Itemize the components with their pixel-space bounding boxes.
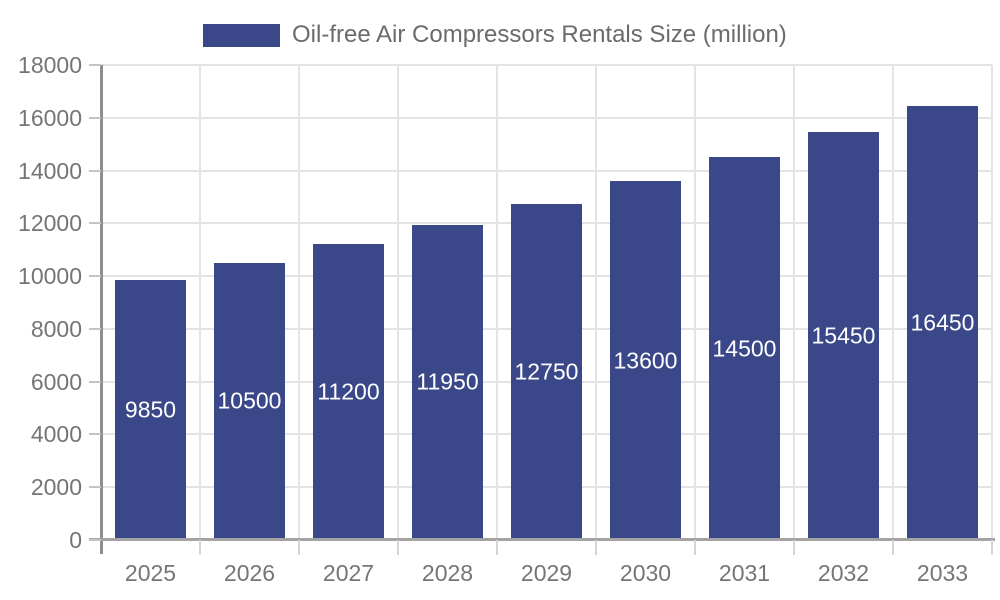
bar: 11200 [313,244,384,540]
y-axis-tick-label: 4000 [30,421,82,448]
x-tick [496,540,498,555]
x-tick [793,540,795,555]
bar-value-label: 14500 [712,335,777,362]
x-axis-tick-label: 2031 [718,560,771,586]
bar: 15450 [808,132,879,540]
legend-swatch [203,23,280,47]
y-axis-tick-label: 16000 [18,104,82,131]
y-axis-tick-label: 10000 [18,263,82,290]
bar: 16450 [907,105,978,540]
x-axis-tick-label: 2026 [223,560,276,586]
bar-value-label: 9850 [124,396,177,423]
x-axis-tick-label: 2027 [322,560,375,586]
y-tick [89,116,101,119]
x-axis-tick-label: 2025 [124,560,177,586]
y-axis-tick-label: 18000 [18,52,82,78]
bar: 9850 [115,280,186,540]
bar: 14500 [709,157,780,540]
y-tick [89,433,101,436]
bar-value-label: 16450 [910,309,975,336]
y-axis-tick-label: 8000 [30,315,82,342]
x-axis-tick-label: 2029 [520,560,573,586]
v-gridline [595,65,597,540]
y-axis-tick-label: 6000 [30,368,82,395]
x-tick [397,540,399,555]
x-axis-line [89,538,995,541]
v-gridline [298,65,300,540]
y-tick [89,327,101,330]
x-tick [892,540,894,555]
y-axis-tick-label: 0 [69,527,82,553]
bar: 12750 [511,203,582,540]
h-gridline [101,116,992,119]
bar: 11950 [412,224,483,540]
y-axis-tick-label: 14000 [18,157,82,184]
y-tick [89,275,101,278]
v-gridline [397,65,399,540]
x-tick [298,540,300,555]
v-gridline [496,65,498,540]
v-gridline [793,65,795,540]
x-axis-tick-label: 2030 [619,560,672,586]
bar-value-label: 13600 [613,347,678,374]
y-tick [89,169,101,172]
v-gridline [991,65,993,540]
y-tick [89,539,101,541]
x-tick [595,540,597,555]
x-tick [199,540,201,555]
x-axis-tick-label: 2028 [421,560,474,586]
v-gridline [892,65,894,540]
bar: 10500 [214,262,285,540]
v-gridline [199,65,201,540]
bar-value-label: 10500 [217,387,282,414]
y-tick [89,380,101,383]
x-axis-tick-label: 2032 [817,560,870,586]
bar: 13600 [610,181,681,540]
y-tick [89,486,101,489]
v-gridline [694,65,696,540]
bar-value-label: 11200 [317,378,380,405]
bar-value-label: 15450 [811,322,876,349]
h-gridline [101,169,992,172]
bar-value-label: 12750 [514,358,579,385]
h-gridline [101,64,992,66]
x-tick [694,540,696,555]
y-axis-tick-label: 2000 [30,474,82,501]
plot-area: 9850 10500 11200 11950 12750 13600 14500 15450 1… [101,64,993,540]
bar-value-label: 11950 [416,368,479,395]
legend-label: Oil-free Air Compressors Rentals Size (m… [292,21,787,48]
y-tick [89,222,101,225]
y-axis-line [100,65,103,554]
x-axis-tick-label: 2033 [916,560,969,586]
x-tick [991,540,993,555]
legend: Oil-free Air Compressors Rentals Size (m… [203,21,787,49]
y-axis-tick-label: 12000 [18,210,82,237]
y-tick [89,64,101,66]
